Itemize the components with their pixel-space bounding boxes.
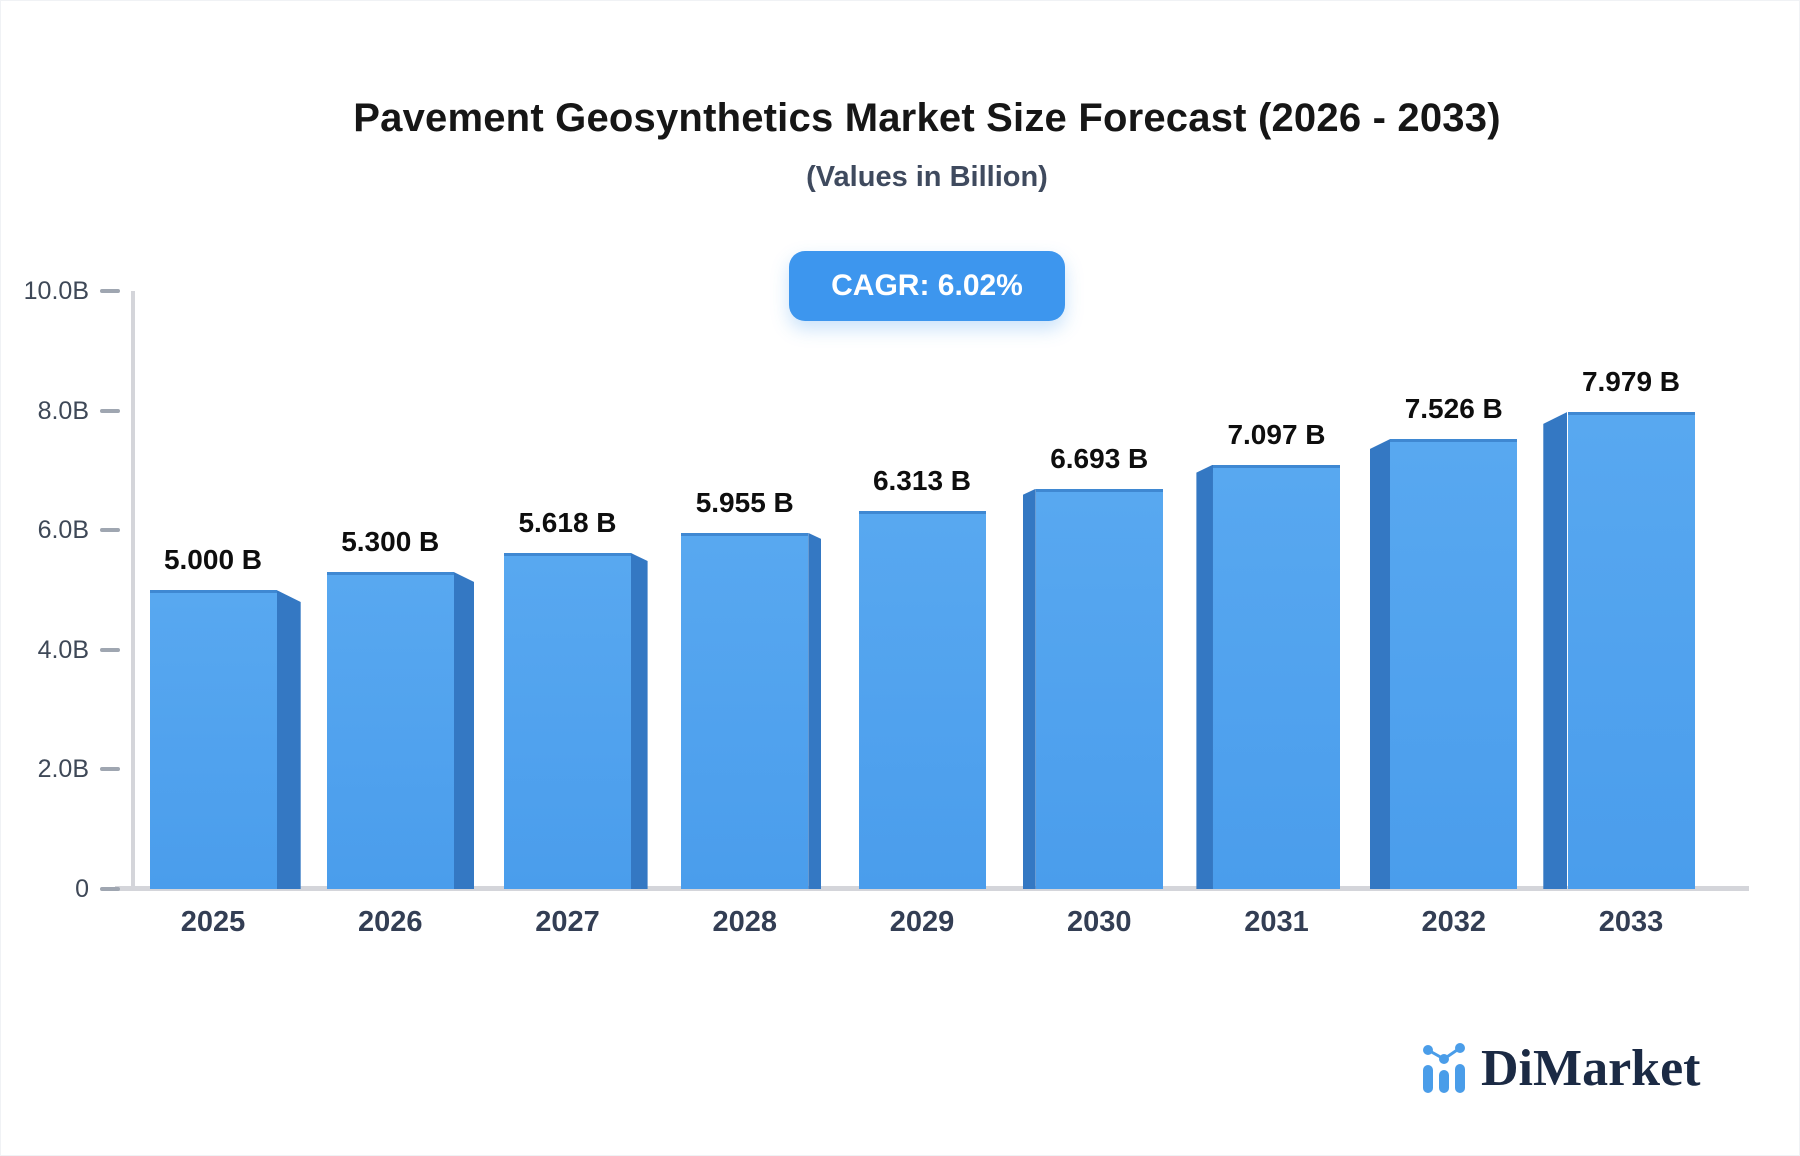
- bar-value-label: 5.300 B: [341, 526, 440, 558]
- bar-side-face: [808, 532, 822, 889]
- x-axis-label-2028: 2028: [712, 906, 777, 938]
- bar-2033[interactable]: [1567, 411, 1695, 889]
- bar-2027[interactable]: [504, 553, 631, 889]
- y-tick-mark: [100, 767, 120, 772]
- y-axis-line: [131, 291, 135, 889]
- chart-header: Pavement Geosynthetics Market Size Forec…: [47, 1, 1799, 321]
- dimarket-logo-text: DiMarket: [1481, 1040, 1701, 1097]
- bar-value-label: 5.955 B: [695, 486, 794, 518]
- chart-subtitle: (Values in Billion): [806, 161, 1048, 193]
- bar-side-face: [631, 553, 648, 889]
- bar-side-face: [1369, 438, 1391, 889]
- bar-value-label: 6.313 B: [872, 465, 972, 497]
- x-axis-label-2033: 2033: [1598, 906, 1664, 938]
- dimarket-logo[interactable]: DiMarket: [1421, 1041, 1700, 1097]
- bar-side-face: [1543, 411, 1568, 889]
- y-tick-mark: [100, 647, 120, 652]
- bar-2032[interactable]: [1390, 438, 1518, 889]
- bar-value-label: 7.097 B: [1227, 418, 1326, 450]
- cagr-badge: CAGR: 6.02%: [789, 251, 1065, 321]
- bar-value-label: 5.000 B: [163, 544, 263, 575]
- y-tick-mark: [100, 408, 120, 413]
- bar-value-label: 7.526 B: [1404, 392, 1503, 424]
- y-tick-label: 2.0B: [37, 755, 89, 784]
- bar-2026[interactable]: [326, 572, 454, 889]
- y-tick-label: 4.0B: [37, 635, 89, 664]
- bar-value-label: 7.979 B: [1581, 365, 1681, 397]
- bar-value-label: 5.618 B: [518, 507, 617, 539]
- x-axis-label-2030: 2030: [1066, 906, 1132, 938]
- x-axis-label-2029: 2029: [889, 906, 955, 938]
- y-tick-mark: [100, 289, 120, 293]
- bar-2028[interactable]: [681, 532, 809, 889]
- bar-value-label: 6.693 B: [1050, 442, 1149, 474]
- y-tick-label: 6.0B: [37, 516, 89, 545]
- x-axis-label-2032: 2032: [1421, 906, 1486, 938]
- bar-2029[interactable]: [858, 511, 986, 889]
- x-axis-label-2031: 2031: [1244, 906, 1309, 938]
- x-axis-label-2027: 2027: [535, 906, 600, 938]
- bar-2025[interactable]: [149, 590, 277, 889]
- bar-side-face: [1196, 464, 1213, 889]
- y-tick-label: 0: [75, 875, 89, 903]
- dimarket-logo-icon: [1423, 1043, 1465, 1093]
- x-axis-label-2026: 2026: [357, 906, 423, 938]
- y-tick-mark: [100, 528, 120, 533]
- x-axis-label-2025: 2025: [180, 906, 246, 938]
- bar-2030[interactable]: [1035, 488, 1163, 889]
- y-tick-label: 10.0B: [23, 277, 89, 305]
- bar-side-face: [276, 590, 301, 889]
- bar-side-face: [453, 572, 475, 889]
- y-tick-mark: [100, 887, 120, 891]
- bar-2031[interactable]: [1213, 464, 1340, 889]
- bar-side-face: [1022, 488, 1036, 889]
- chart-title: Pavement Geosynthetics Market Size Forec…: [353, 96, 1501, 140]
- y-tick-label: 8.0B: [37, 396, 89, 425]
